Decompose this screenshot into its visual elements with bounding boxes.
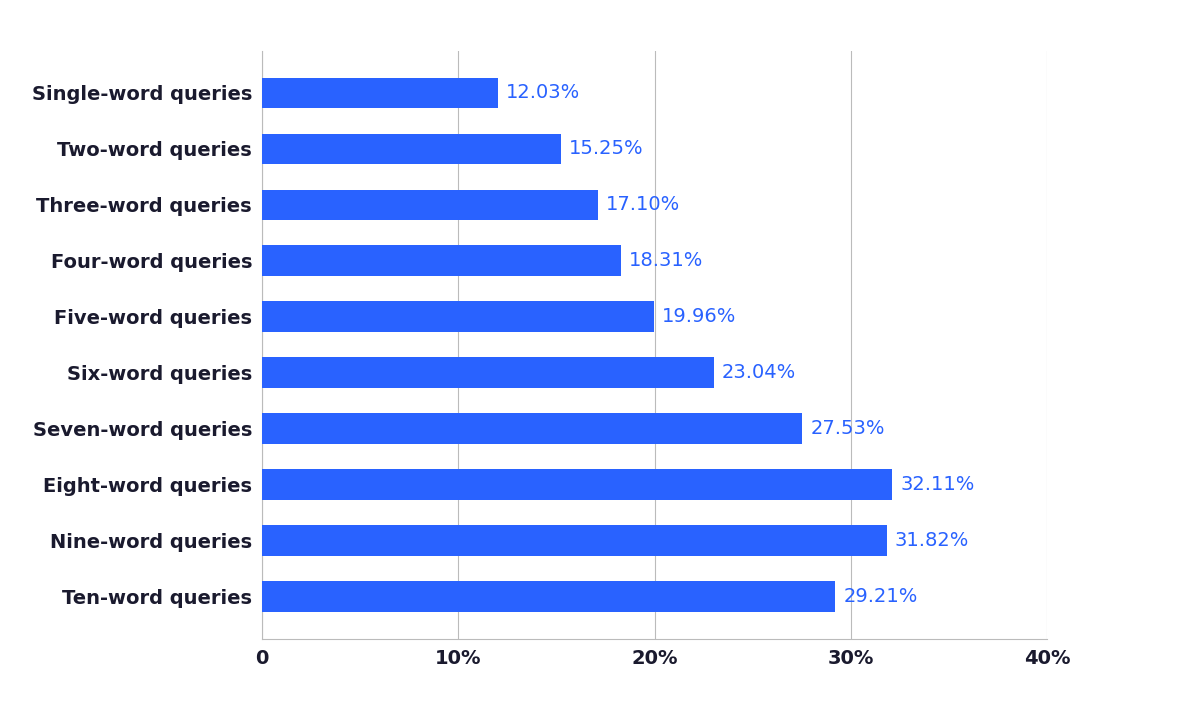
Text: 18.31%: 18.31% (630, 251, 703, 270)
Bar (262, 189, 597, 220)
Bar (262, 470, 892, 500)
Bar (262, 78, 497, 108)
Text: 15.25%: 15.25% (569, 139, 644, 158)
Bar (262, 582, 835, 612)
Text: 27.53%: 27.53% (810, 420, 884, 439)
Text: 23.04%: 23.04% (722, 363, 796, 383)
Bar (262, 413, 802, 444)
Text: 32.11%: 32.11% (900, 476, 975, 494)
Bar (262, 301, 653, 333)
Text: 19.96%: 19.96% (662, 307, 735, 327)
Text: 12.03%: 12.03% (506, 83, 580, 102)
Text: 29.21%: 29.21% (844, 587, 917, 606)
Bar (262, 526, 887, 556)
Bar (262, 245, 621, 277)
Text: 17.10%: 17.10% (606, 195, 679, 214)
Bar (262, 357, 714, 388)
Bar (262, 134, 562, 164)
Text: 31.82%: 31.82% (895, 531, 969, 550)
